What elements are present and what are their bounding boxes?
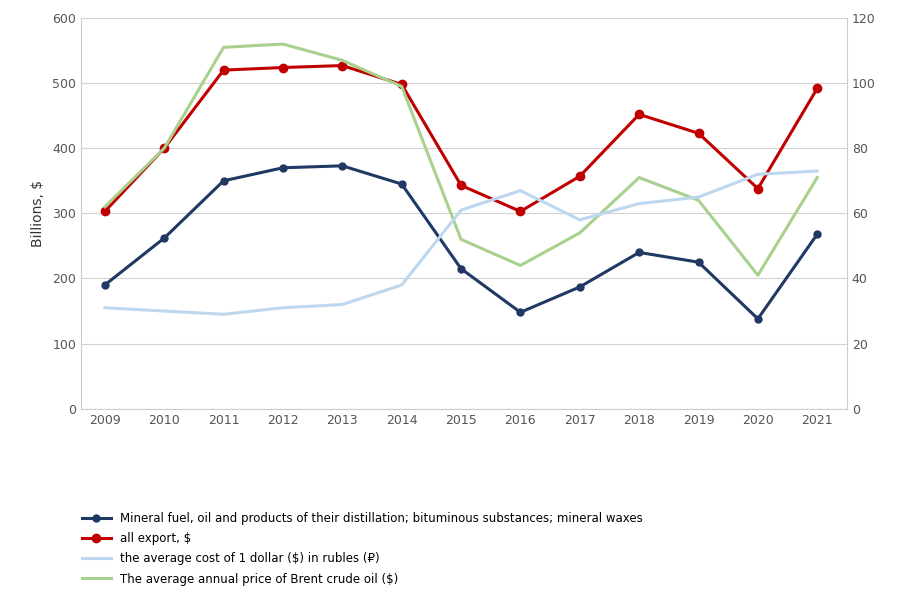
The average annual price of Brent crude oil ($) — [218, 44, 229, 51]
Mineral fuel, oil and products of their distillation; bituminous substances; mineral waxes — [99, 281, 110, 288]
The average annual price of Brent crude oil ($) — [574, 229, 585, 236]
the average cost of 1 dollar ($) in rubles (₽) — [812, 168, 823, 175]
The average annual price of Brent crude oil ($) — [159, 145, 169, 152]
Mineral fuel, oil and products of their distillation; bituminous substances; mineral waxes — [812, 231, 823, 238]
The average annual price of Brent crude oil ($) — [456, 236, 467, 243]
all export, $ — [812, 85, 823, 92]
the average cost of 1 dollar ($) in rubles (₽) — [278, 304, 288, 311]
all export, $ — [574, 172, 585, 180]
the average cost of 1 dollar ($) in rubles (₽) — [574, 216, 585, 224]
Line: Mineral fuel, oil and products of their distillation; bituminous substances; mineral waxes: Mineral fuel, oil and products of their … — [102, 162, 821, 322]
Mineral fuel, oil and products of their distillation; bituminous substances; mineral waxes — [159, 234, 169, 242]
Mineral fuel, oil and products of their distillation; bituminous substances; mineral waxes — [633, 249, 644, 256]
Line: the average cost of 1 dollar ($) in rubles (₽): the average cost of 1 dollar ($) in rubl… — [105, 171, 817, 314]
Mineral fuel, oil and products of their distillation; bituminous substances; mineral waxes — [456, 265, 467, 272]
The average annual price of Brent crude oil ($) — [99, 203, 110, 210]
the average cost of 1 dollar ($) in rubles (₽) — [456, 207, 467, 214]
Mineral fuel, oil and products of their distillation; bituminous substances; mineral waxes — [752, 315, 763, 322]
Mineral fuel, oil and products of their distillation; bituminous substances; mineral waxes — [337, 162, 348, 169]
the average cost of 1 dollar ($) in rubles (₽) — [515, 187, 526, 194]
Mineral fuel, oil and products of their distillation; bituminous substances; mineral waxes — [574, 283, 585, 290]
the average cost of 1 dollar ($) in rubles (₽) — [633, 200, 644, 207]
The average annual price of Brent crude oil ($) — [752, 272, 763, 279]
all export, $ — [278, 64, 288, 71]
The average annual price of Brent crude oil ($) — [278, 40, 288, 47]
all export, $ — [396, 81, 407, 88]
the average cost of 1 dollar ($) in rubles (₽) — [752, 171, 763, 178]
all export, $ — [515, 208, 526, 215]
all export, $ — [159, 145, 169, 152]
Mineral fuel, oil and products of their distillation; bituminous substances; mineral waxes — [218, 177, 229, 185]
Mineral fuel, oil and products of their distillation; bituminous substances; mineral waxes — [693, 258, 704, 266]
the average cost of 1 dollar ($) in rubles (₽) — [159, 307, 169, 314]
Line: The average annual price of Brent crude oil ($): The average annual price of Brent crude … — [105, 44, 817, 275]
Mineral fuel, oil and products of their distillation; bituminous substances; mineral waxes — [396, 180, 407, 188]
all export, $ — [693, 130, 704, 137]
Mineral fuel, oil and products of their distillation; bituminous substances; mineral waxes — [278, 164, 288, 171]
The average annual price of Brent crude oil ($) — [396, 83, 407, 90]
all export, $ — [337, 62, 348, 69]
the average cost of 1 dollar ($) in rubles (₽) — [337, 301, 348, 308]
The average annual price of Brent crude oil ($) — [812, 174, 823, 181]
Y-axis label: Billions, $: Billions, $ — [32, 180, 45, 247]
all export, $ — [456, 182, 467, 189]
all export, $ — [218, 67, 229, 74]
all export, $ — [99, 208, 110, 215]
all export, $ — [752, 185, 763, 192]
the average cost of 1 dollar ($) in rubles (₽) — [99, 304, 110, 311]
the average cost of 1 dollar ($) in rubles (₽) — [693, 194, 704, 201]
The average annual price of Brent crude oil ($) — [515, 262, 526, 269]
The average annual price of Brent crude oil ($) — [693, 197, 704, 204]
Mineral fuel, oil and products of their distillation; bituminous substances; mineral waxes — [515, 309, 526, 316]
the average cost of 1 dollar ($) in rubles (₽) — [218, 311, 229, 318]
Line: all export, $: all export, $ — [101, 61, 822, 216]
the average cost of 1 dollar ($) in rubles (₽) — [396, 281, 407, 288]
all export, $ — [633, 111, 644, 118]
The average annual price of Brent crude oil ($) — [337, 56, 348, 64]
Legend: Mineral fuel, oil and products of their distillation; bituminous substances; min: Mineral fuel, oil and products of their … — [78, 509, 647, 589]
The average annual price of Brent crude oil ($) — [633, 174, 644, 181]
